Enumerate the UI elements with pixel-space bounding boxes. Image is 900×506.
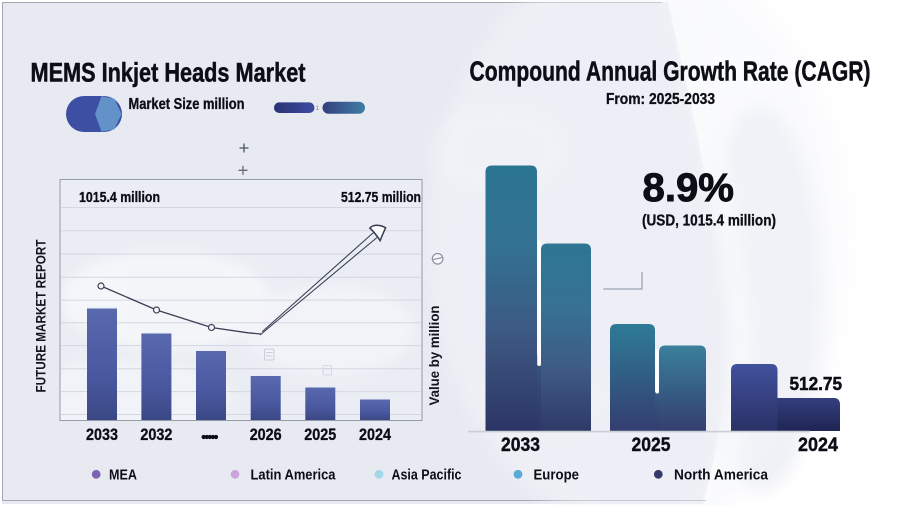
svg-text:Europe: Europe [534,468,580,484]
svg-text:From: 2025-2033: From: 2025-2033 [606,91,715,108]
svg-text:Asia Pacific: Asia Pacific [392,468,462,484]
svg-text:2024: 2024 [359,426,392,444]
svg-text:1015.4 million: 1015.4 million [79,190,160,206]
svg-text:Compound Annual Growth Rate (C: Compound Annual Growth Rate (CAGR) [470,56,871,87]
svg-text:Latin America: Latin America [251,468,337,484]
svg-text:Value by million: Value by million [426,306,442,406]
svg-text:2025: 2025 [304,426,336,444]
svg-text:MEMS Inkjet Heads Market: MEMS Inkjet Heads Market [31,58,306,88]
svg-text:(USD, 1015.4 million): (USD, 1015.4 million) [642,213,776,230]
svg-text:512.75 million: 512.75 million [341,190,421,206]
svg-text:2033: 2033 [501,434,540,456]
svg-text:North America: North America [674,468,769,484]
svg-text:2026: 2026 [250,426,282,444]
svg-text:MEA: MEA [109,468,137,484]
svg-text:2025: 2025 [632,434,671,456]
svg-text:1: 1 [316,105,320,112]
svg-text:2032: 2032 [140,426,172,444]
svg-text:FUTURE MARKET REPORT: FUTURE MARKET REPORT [33,239,49,392]
svg-text:512.75: 512.75 [790,373,843,394]
svg-text:2033: 2033 [86,426,118,444]
svg-text:2024: 2024 [798,434,838,456]
svg-text:8.9%: 8.9% [643,166,735,210]
svg-text:Market Size million: Market Size million [129,96,245,113]
